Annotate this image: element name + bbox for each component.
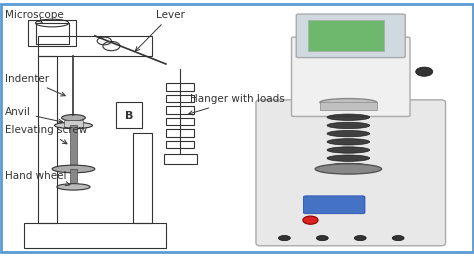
FancyBboxPatch shape <box>303 196 365 214</box>
Ellipse shape <box>327 139 370 145</box>
Bar <box>166 95 194 102</box>
Bar <box>70 125 77 166</box>
Ellipse shape <box>354 236 366 241</box>
Text: Microscope: Microscope <box>5 10 64 23</box>
Bar <box>116 102 142 128</box>
Text: Hand wheel: Hand wheel <box>5 171 70 186</box>
Ellipse shape <box>316 236 328 241</box>
Ellipse shape <box>327 163 370 170</box>
FancyBboxPatch shape <box>296 14 405 58</box>
Ellipse shape <box>327 147 370 153</box>
Ellipse shape <box>320 99 377 106</box>
Ellipse shape <box>52 165 95 173</box>
Text: Elevating screw: Elevating screw <box>5 125 87 144</box>
Bar <box>166 106 194 114</box>
Bar <box>133 133 152 223</box>
Text: Lever: Lever <box>136 10 185 51</box>
Text: Hanger with loads: Hanger with loads <box>189 94 284 115</box>
Bar <box>24 223 166 248</box>
Bar <box>28 20 76 46</box>
Bar <box>308 20 384 51</box>
Circle shape <box>303 216 318 224</box>
Ellipse shape <box>327 155 370 162</box>
Ellipse shape <box>327 122 370 129</box>
Text: Anvil: Anvil <box>5 107 63 123</box>
Ellipse shape <box>315 164 382 174</box>
Bar <box>320 102 377 110</box>
Ellipse shape <box>392 236 404 241</box>
Text: Indenter: Indenter <box>5 74 65 96</box>
Ellipse shape <box>327 114 370 120</box>
Ellipse shape <box>57 184 90 190</box>
FancyBboxPatch shape <box>292 37 410 116</box>
Circle shape <box>416 67 433 76</box>
Bar <box>166 141 194 148</box>
Bar <box>38 36 152 56</box>
Ellipse shape <box>55 122 92 129</box>
Bar <box>166 129 194 137</box>
Bar <box>64 120 83 127</box>
Ellipse shape <box>278 236 290 241</box>
FancyBboxPatch shape <box>256 100 446 246</box>
Bar <box>70 169 77 187</box>
Bar <box>36 23 69 44</box>
Text: B: B <box>125 111 133 122</box>
Ellipse shape <box>62 115 85 121</box>
Bar <box>166 118 194 125</box>
Bar <box>38 56 57 223</box>
Ellipse shape <box>327 131 370 137</box>
Bar <box>166 83 194 91</box>
Bar <box>164 154 197 164</box>
